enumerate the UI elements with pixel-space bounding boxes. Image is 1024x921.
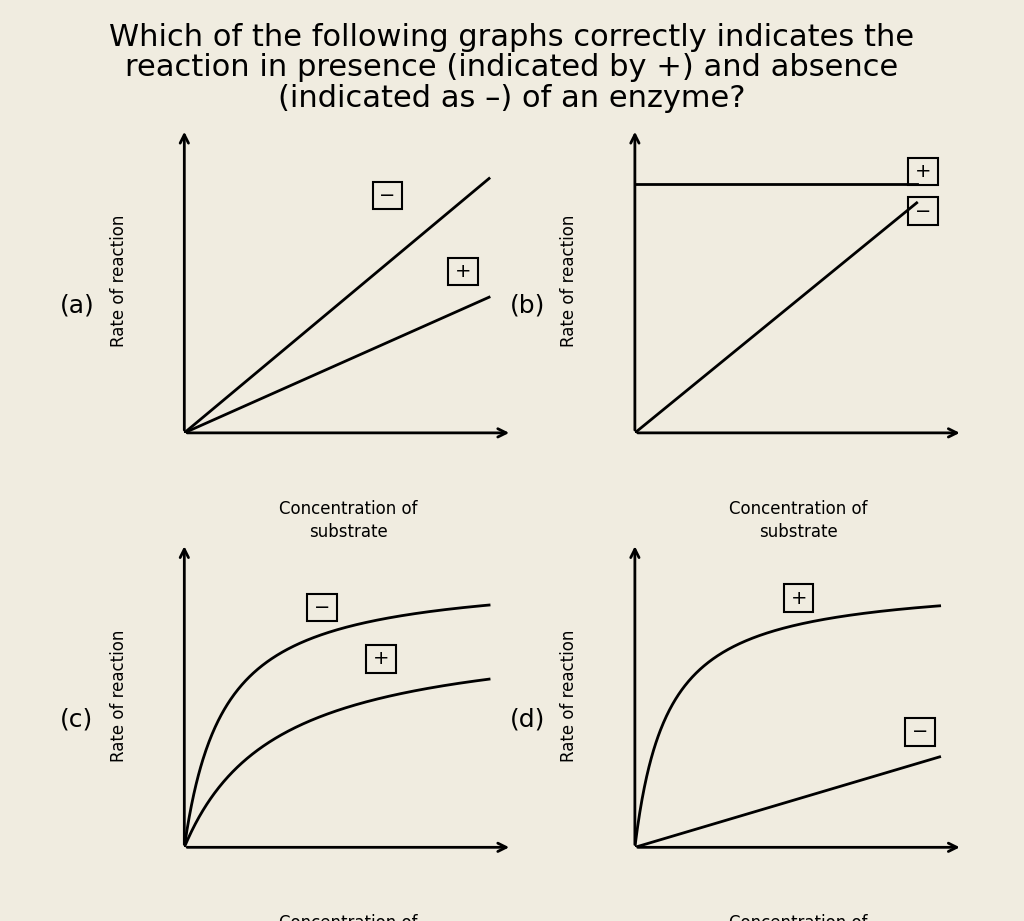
- Bar: [908, 197, 938, 225]
- Text: Concentration of
substrate: Concentration of substrate: [279, 500, 418, 542]
- Text: Rate of reaction: Rate of reaction: [110, 629, 128, 762]
- Text: (d): (d): [510, 707, 546, 731]
- Bar: [367, 646, 395, 672]
- Text: −: −: [911, 722, 928, 741]
- Text: −: −: [915, 202, 932, 220]
- Bar: [449, 258, 477, 286]
- Text: reaction in presence (indicated by +) and absence: reaction in presence (indicated by +) an…: [125, 53, 899, 82]
- Text: Concentration of
substrate: Concentration of substrate: [729, 500, 868, 542]
- Bar: [373, 182, 402, 209]
- Text: (indicated as –) of an enzyme?: (indicated as –) of an enzyme?: [279, 84, 745, 112]
- Text: (a): (a): [59, 293, 94, 317]
- Text: Rate of reaction: Rate of reaction: [560, 215, 579, 347]
- Text: Concentration of
substrate: Concentration of substrate: [729, 915, 868, 921]
- Text: +: +: [791, 589, 807, 608]
- Text: +: +: [373, 649, 389, 669]
- Text: Which of the following graphs correctly indicates the: Which of the following graphs correctly …: [110, 23, 914, 52]
- Text: −: −: [313, 598, 330, 617]
- Bar: [908, 157, 938, 185]
- Bar: [307, 593, 337, 621]
- Text: (b): (b): [510, 293, 546, 317]
- Text: Rate of reaction: Rate of reaction: [110, 215, 128, 347]
- Text: +: +: [915, 162, 932, 181]
- Bar: [905, 718, 935, 745]
- Bar: [784, 585, 813, 612]
- Text: −: −: [379, 186, 395, 205]
- Text: +: +: [455, 262, 471, 281]
- Text: Concentration of
substrate: Concentration of substrate: [279, 915, 418, 921]
- Text: Rate of reaction: Rate of reaction: [560, 629, 579, 762]
- Text: (c): (c): [59, 707, 93, 731]
